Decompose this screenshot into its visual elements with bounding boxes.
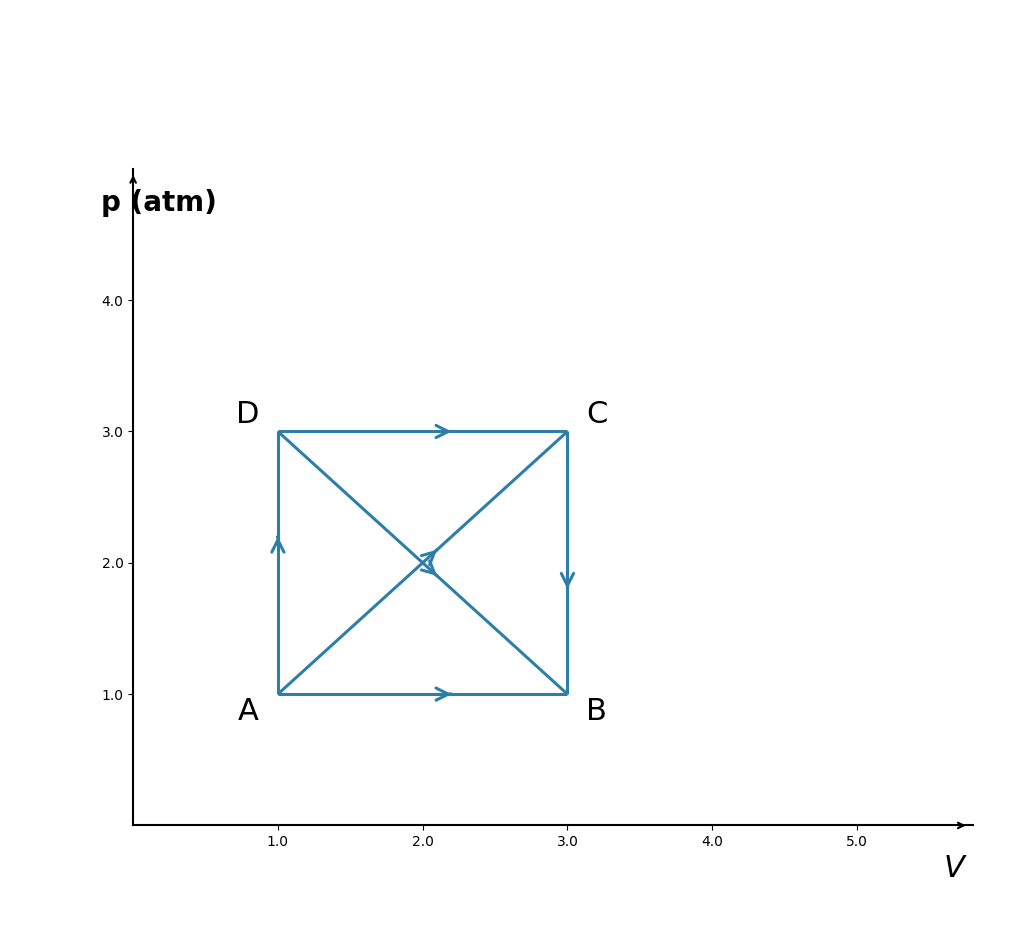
Text: C: C [587, 400, 607, 429]
Text: As shown below, if the heat absorbed by the gas along AB is 400 J, determine the: As shown below, if the heat absorbed by … [5, 27, 944, 46]
Text: B: B [587, 697, 607, 726]
Text: p (atm): p (atm) [101, 189, 217, 217]
Text: V: V [943, 855, 965, 884]
Text: absorbed along (a) ADB; (b) ACB; and (c) ADCB.: absorbed along (a) ADB; (b) ACB; and (c)… [5, 76, 457, 95]
Text: A: A [239, 697, 259, 726]
Text: D: D [236, 400, 259, 429]
